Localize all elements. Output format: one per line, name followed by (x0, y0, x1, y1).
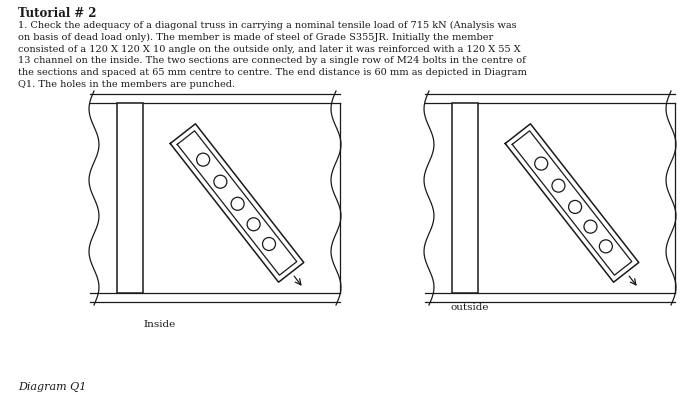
Text: Tutorial # 2: Tutorial # 2 (18, 7, 97, 20)
Text: on basis of dead load only). The member is made of steel of Grade S355JR. Initia: on basis of dead load only). The member … (18, 33, 493, 42)
Bar (452, 103, 478, 293)
Circle shape (197, 153, 209, 166)
Text: the sections and spaced at 65 mm centre to centre. The end distance is 60 mm as : the sections and spaced at 65 mm centre … (18, 68, 527, 77)
Circle shape (262, 237, 276, 250)
Bar (117, 103, 143, 293)
Text: 13 channel on the inside. The two sections are connected by a single row of M24 : 13 channel on the inside. The two sectio… (18, 56, 526, 66)
Polygon shape (170, 124, 304, 282)
Circle shape (599, 240, 612, 253)
Text: Diagram Q1: Diagram Q1 (18, 382, 86, 392)
Polygon shape (505, 124, 639, 282)
Circle shape (214, 175, 227, 188)
Text: Q1. The holes in the members are punched.: Q1. The holes in the members are punched… (18, 80, 235, 89)
Circle shape (584, 220, 597, 233)
Text: Inside: Inside (144, 320, 176, 329)
Text: outside: outside (451, 303, 489, 312)
Circle shape (247, 218, 260, 231)
Circle shape (231, 197, 244, 210)
Circle shape (552, 179, 565, 192)
Circle shape (568, 200, 582, 213)
Circle shape (535, 157, 547, 170)
Text: 1. Check the adequacy of a diagonal truss in carrying a nominal tensile load of : 1. Check the adequacy of a diagonal trus… (18, 21, 517, 30)
Text: consisted of a 120 X 120 X 10 angle on the outside only, and later it was reinfo: consisted of a 120 X 120 X 10 angle on t… (18, 45, 521, 54)
